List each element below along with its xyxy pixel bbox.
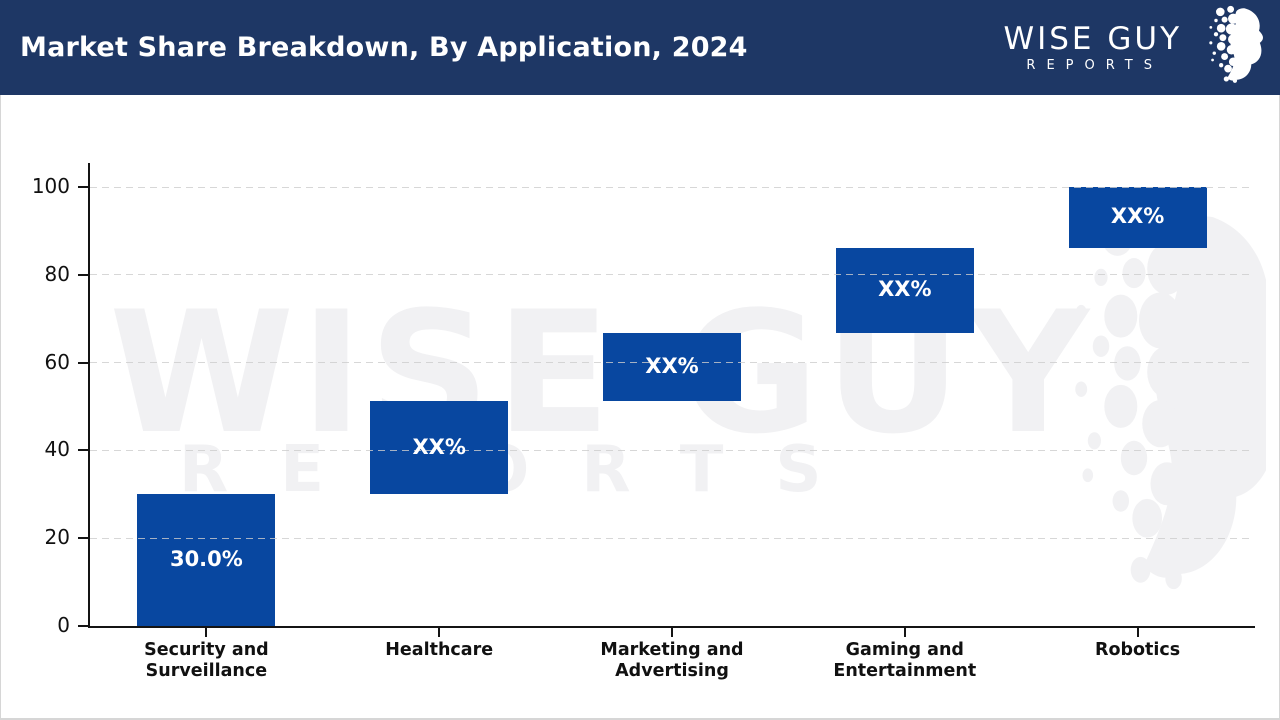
y-tick-label-40: 40	[44, 437, 70, 462]
wiseguy-logo: WISE GUY REPORTS	[1003, 5, 1264, 91]
chart-canvas: WISE GUY REPORTS 0 20 40 60 80 100 30.0% Securi…	[0, 95, 1280, 720]
gridline-100	[90, 186, 1254, 188]
logo-text: WISE GUY REPORTS	[1003, 20, 1182, 73]
bar-gaming-and-entertainment	[835, 247, 974, 333]
x-axis-line	[88, 626, 1255, 628]
gridline-80	[90, 274, 1254, 276]
x-tick	[438, 628, 441, 637]
y-tick-0	[78, 625, 88, 627]
y-axis-line	[88, 163, 90, 628]
logo-reports-text: REPORTS	[1026, 57, 1164, 73]
y-tick-20	[78, 537, 88, 540]
bar-value-label: XX%	[645, 354, 699, 379]
x-tick	[671, 628, 673, 637]
x-category-label: Robotics	[1094, 640, 1181, 660]
bar-value-label: 30.0%	[169, 547, 243, 572]
x-category-label: Marketing and Advertising	[600, 640, 744, 681]
y-tick-40	[78, 449, 88, 452]
y-tick-label-80: 80	[44, 261, 70, 286]
y-tick-label-60: 60	[44, 349, 70, 374]
x-tick	[903, 628, 906, 637]
bar-marketing-and-advertising	[603, 332, 741, 402]
y-tick-label-0: 0	[57, 613, 70, 637]
y-tick-100	[78, 186, 88, 189]
bar-value-label: XX%	[878, 277, 932, 302]
page-title: Market Share Breakdown, By Application, …	[20, 32, 748, 63]
y-tick-label-20: 20	[44, 525, 70, 550]
bar-robotics	[1068, 187, 1207, 248]
logo-head-icon	[1209, 5, 1263, 83]
bar-security-and-surveillance	[137, 494, 276, 626]
x-tick	[1136, 628, 1139, 637]
x-category-label: Security and Surveillance	[144, 640, 269, 681]
gridline-60	[90, 362, 1254, 364]
y-tick-label-100: 100	[31, 174, 70, 199]
gridline-40	[90, 449, 1254, 451]
gridline-20	[90, 537, 1254, 539]
x-category-label: Gaming and Entertainment	[833, 640, 977, 681]
bar-healthcare	[370, 401, 509, 495]
y-tick-60	[78, 361, 88, 364]
header: Market Share Breakdown, By Application, …	[0, 0, 1280, 95]
bar-value-label: XX%	[1110, 204, 1165, 229]
bar-value-label: XX%	[412, 434, 466, 459]
waterfall-chart: 0 20 40 60 80 100 30.0% Security and Surveillan…	[32, 163, 1255, 681]
logo-wiseguy-text: WISE GUY	[1003, 20, 1182, 57]
x-tick	[205, 628, 208, 637]
y-tick-80	[78, 273, 88, 276]
x-category-label: Healthcare	[385, 640, 494, 660]
